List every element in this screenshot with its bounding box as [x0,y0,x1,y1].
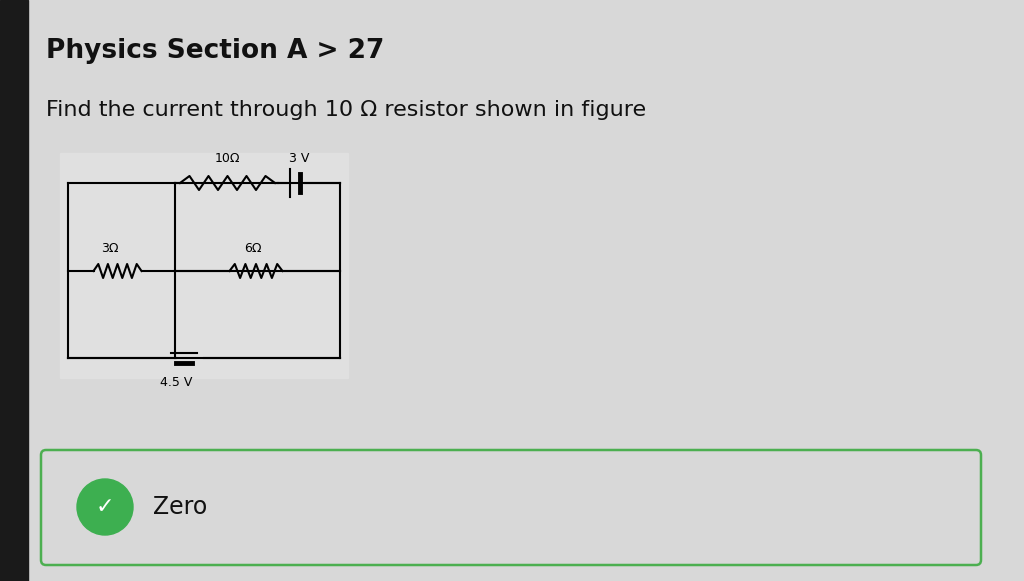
Text: 3 V: 3 V [289,152,309,165]
Text: 3Ω: 3Ω [100,242,118,255]
Text: 6Ω: 6Ω [244,242,261,255]
Text: Zero: Zero [153,495,207,519]
Text: ✓: ✓ [95,497,115,517]
Text: 4.5 V: 4.5 V [160,376,193,389]
Text: 10Ω: 10Ω [215,152,241,165]
FancyBboxPatch shape [41,450,981,565]
Bar [60,153,348,378]
Text: Physics Section A > 27: Physics Section A > 27 [46,38,384,64]
Circle shape [77,479,133,535]
Text: Find the current through 10 Ω resistor shown in figure: Find the current through 10 Ω resistor s… [46,100,646,120]
Bar [0,0,28,581]
